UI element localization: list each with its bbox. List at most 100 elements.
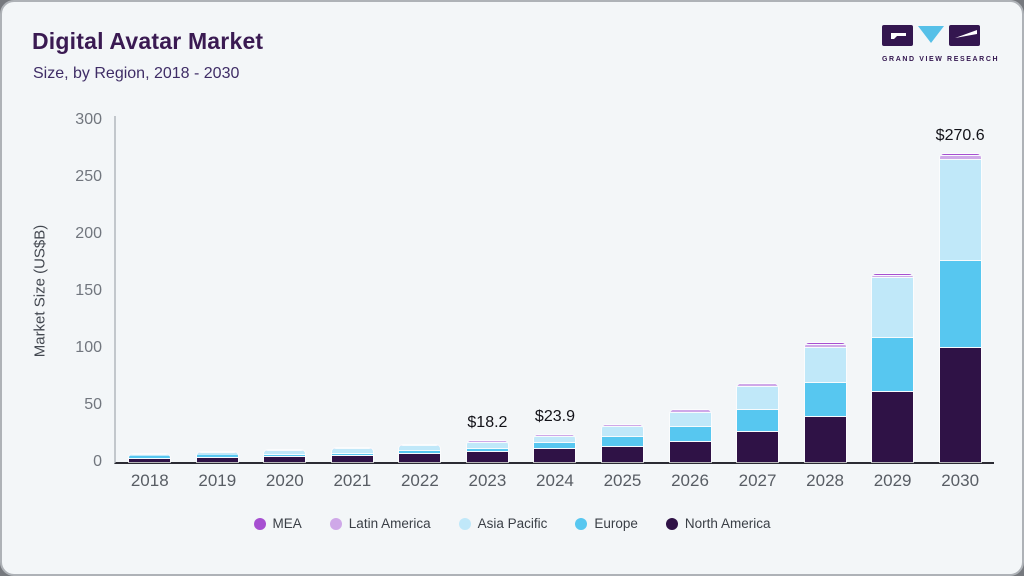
segment-asia-pacific — [669, 411, 711, 427]
segment-mea — [872, 273, 914, 275]
bar-group-2021: 2021 — [319, 120, 387, 490]
segment-north-america — [737, 431, 779, 462]
legend-item-asia-pacific: Asia Pacific — [458, 516, 548, 531]
segment-europe — [872, 337, 914, 391]
segment-north-america — [264, 456, 306, 462]
bar-group-2030: $270.6 2030 — [926, 120, 994, 490]
y-tick-label: 100 — [75, 339, 102, 356]
segment-mea — [939, 153, 981, 155]
segment-north-america — [399, 453, 441, 462]
stacked-bar-2030 — [939, 153, 981, 462]
segment-asia-pacific — [872, 277, 914, 338]
segment-europe — [399, 450, 441, 454]
x-tick-label-2020: 2020 — [265, 471, 304, 490]
stacked-bar-2027 — [737, 383, 779, 462]
stacked-bar-2020 — [264, 449, 306, 462]
legend-label: North America — [684, 516, 771, 531]
bar-group-2026: 2026 — [656, 120, 724, 490]
segment-asia-pacific — [737, 386, 779, 409]
segment-europe — [264, 453, 306, 457]
segment-europe — [939, 259, 981, 348]
legend-item-mea: MEA — [253, 516, 302, 531]
legend-item-north-america: North America — [665, 516, 771, 531]
segment-asia-pacific — [264, 450, 306, 454]
segment-north-america — [331, 454, 373, 462]
bar-group-2027: 2027 — [724, 120, 792, 490]
x-tick-label-2024: 2024 — [536, 471, 574, 490]
stacked-bar-2021 — [331, 447, 373, 462]
x-tick-label-2027: 2027 — [738, 471, 777, 490]
bar-group-2019: 2019 — [184, 120, 252, 490]
segment-north-america — [872, 390, 914, 462]
segment-europe — [129, 455, 171, 458]
bar-group-2018: 2018 — [116, 120, 184, 490]
grand-view-research-logo: GRAND VIEW RESEARCH — [882, 24, 1000, 63]
segment-europe — [737, 408, 779, 431]
segment-asia-pacific — [331, 448, 373, 453]
segment-europe — [804, 382, 846, 417]
bar-group-2020: 2020 — [251, 120, 319, 490]
bar-group-2023: $18.2 2023 — [454, 120, 522, 490]
legend: MEA Latin America Asia Pacific Europe North … — [2, 516, 1022, 531]
segment-north-america — [939, 347, 981, 462]
legend-label: MEA — [272, 516, 302, 531]
segment-north-america — [196, 456, 238, 462]
x-tick-label-2023: 2023 — [468, 471, 507, 490]
legend-label: Latin America — [348, 516, 431, 531]
stacked-bar-2018 — [129, 453, 171, 462]
segment-asia-pacific — [601, 425, 643, 437]
x-tick-label-2021: 2021 — [333, 471, 372, 490]
segment-latin-america — [669, 410, 711, 412]
segment-north-america — [129, 457, 171, 462]
segment-north-america — [601, 445, 643, 462]
x-tick-label-2018: 2018 — [130, 471, 169, 490]
segment-europe — [466, 447, 508, 452]
stacked-bar-2026 — [669, 409, 711, 462]
value-label-2023: $18.2 — [467, 414, 508, 432]
legend-dot-icon — [665, 517, 678, 530]
bar-series-container: 2018 2019 2020 2021 2022 $18.2 2023 $23.9 2024 20… — [116, 120, 994, 490]
segment-latin-america — [939, 154, 981, 159]
stacked-bar-2023 — [466, 441, 508, 462]
x-tick-label-2026: 2026 — [671, 471, 709, 490]
logo-wordmark: GRAND VIEW RESEARCH — [882, 56, 1000, 63]
bar-group-2025: 2025 — [589, 120, 657, 490]
bar-group-2028: 2028 — [791, 120, 859, 490]
stacked-bar-2024 — [534, 434, 576, 462]
plot-area: 2018 2019 2020 2021 2022 $18.2 2023 $23.9 2024 20… — [75, 111, 994, 490]
legend-dot-icon — [253, 517, 266, 530]
segment-europe — [669, 426, 711, 441]
value-label-2024: $23.9 — [534, 407, 575, 425]
gvr-logo-icon — [882, 25, 980, 46]
legend-dot-icon — [458, 517, 471, 530]
x-tick-label-2028: 2028 — [806, 471, 844, 490]
legend-label: Asia Pacific — [477, 516, 548, 531]
legend-dot-icon — [329, 517, 342, 530]
stacked-bar-2022 — [399, 444, 441, 462]
legend-item-europe: Europe — [575, 516, 638, 531]
legend-item-latin-america: Latin America — [329, 516, 431, 531]
y-tick-label: 300 — [75, 111, 102, 128]
segment-north-america — [804, 416, 846, 462]
stacked-bar-2025 — [601, 424, 643, 462]
segment-europe — [331, 452, 373, 455]
segment-asia-pacific — [129, 453, 171, 456]
y-tick-label: 50 — [84, 396, 102, 413]
x-tick-label-2019: 2019 — [198, 471, 237, 490]
segment-asia-pacific — [534, 435, 576, 442]
y-tick-label: 150 — [75, 282, 102, 299]
segment-north-america — [466, 451, 508, 462]
segment-mea — [737, 383, 779, 385]
segment-latin-america — [737, 384, 779, 387]
y-tick-label: 250 — [75, 168, 102, 185]
segment-europe — [196, 454, 238, 457]
y-tick-label: 0 — [93, 453, 102, 470]
segment-europe — [534, 441, 576, 448]
bar-group-2022: 2022 — [386, 120, 454, 490]
segment-asia-pacific — [196, 452, 238, 455]
stacked-bar-2019 — [196, 451, 238, 462]
segment-asia-pacific — [399, 445, 441, 451]
segment-north-america — [669, 440, 711, 462]
stacked-bar-2028 — [804, 342, 846, 462]
